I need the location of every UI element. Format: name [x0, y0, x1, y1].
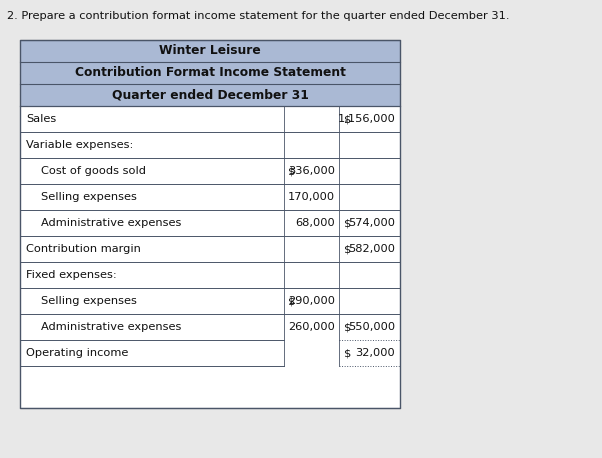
Text: Fixed expenses:: Fixed expenses: — [26, 270, 117, 280]
Bar — [20, 40, 400, 62]
Text: 1,156,000: 1,156,000 — [337, 114, 396, 124]
Text: Winter Leisure: Winter Leisure — [160, 44, 261, 58]
Text: $: $ — [344, 348, 352, 358]
Text: Selling expenses: Selling expenses — [41, 296, 137, 306]
Text: 68,000: 68,000 — [295, 218, 335, 228]
Text: $: $ — [344, 218, 352, 228]
Text: $: $ — [344, 244, 352, 254]
Text: Variable expenses:: Variable expenses: — [26, 140, 134, 150]
Text: Operating income: Operating income — [26, 348, 128, 358]
Text: Contribution margin: Contribution margin — [26, 244, 141, 254]
Text: Cost of goods sold: Cost of goods sold — [41, 166, 146, 176]
Text: $: $ — [288, 296, 296, 306]
Text: Sales: Sales — [26, 114, 57, 124]
Text: Quarter ended December 31: Quarter ended December 31 — [112, 88, 309, 102]
Text: 290,000: 290,000 — [288, 296, 335, 306]
Text: 170,000: 170,000 — [288, 192, 335, 202]
Text: 260,000: 260,000 — [288, 322, 335, 332]
Text: 32,000: 32,000 — [356, 348, 396, 358]
Text: Administrative expenses: Administrative expenses — [41, 218, 181, 228]
Text: 574,000: 574,000 — [348, 218, 396, 228]
Text: 2. Prepare a contribution format income statement for the quarter ended December: 2. Prepare a contribution format income … — [7, 11, 510, 21]
Bar — [20, 40, 400, 408]
Text: $: $ — [344, 322, 352, 332]
Bar — [20, 106, 400, 408]
Text: $: $ — [288, 166, 296, 176]
Text: Selling expenses: Selling expenses — [41, 192, 137, 202]
Bar — [20, 84, 400, 106]
Bar — [20, 62, 400, 84]
Text: $: $ — [344, 114, 352, 124]
Text: 582,000: 582,000 — [348, 244, 396, 254]
Text: Contribution Format Income Statement: Contribution Format Income Statement — [75, 66, 346, 80]
Text: 550,000: 550,000 — [348, 322, 396, 332]
Text: 336,000: 336,000 — [288, 166, 335, 176]
Text: Administrative expenses: Administrative expenses — [41, 322, 181, 332]
